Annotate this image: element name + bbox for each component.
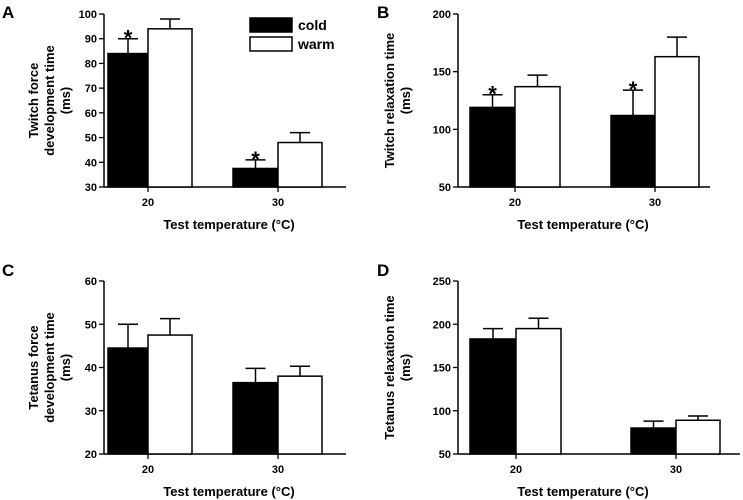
- panel-letter: C: [2, 261, 14, 280]
- bar-warm-20: [147, 334, 193, 455]
- y-tick-label: 20: [85, 449, 97, 461]
- y-tick-label: 200: [433, 9, 451, 21]
- y-tick-label: 50: [439, 182, 451, 194]
- x-tick-label: 30: [272, 464, 284, 476]
- y-tick-label: 30: [85, 182, 97, 194]
- legend: cold warm: [249, 17, 335, 52]
- legend-swatch-warm: [249, 36, 293, 52]
- y-axis-title-line: Twitch force: [26, 63, 41, 139]
- x-tick-label: 20: [142, 464, 154, 476]
- y-tick-label: 90: [85, 34, 97, 46]
- bar-cold-20: [107, 347, 149, 455]
- legend-label-cold: cold: [298, 17, 327, 33]
- legend-swatch-cold: [249, 17, 293, 33]
- bar-warm-30: [654, 55, 700, 188]
- bar-cold-20: [469, 106, 516, 188]
- panel-d: D 50 100 150 200 250 20 30 Test temperature (°C)…: [377, 261, 740, 499]
- y-tick-label: 80: [85, 58, 97, 70]
- y-tick-label: 40: [85, 157, 97, 169]
- bar-cold-30: [630, 427, 677, 455]
- bar-warm-20: [515, 327, 562, 455]
- significance-star: *: [251, 147, 260, 172]
- bar-cold-30: [232, 381, 279, 455]
- y-tick-label: 100: [433, 124, 451, 136]
- y-tick-label: 50: [439, 449, 451, 461]
- panel-letter: A: [2, 3, 14, 22]
- bar-warm-30: [277, 141, 323, 188]
- y-axis-title-line: (ms): [58, 87, 73, 114]
- y-tick-label: 100: [79, 9, 97, 21]
- y-axis-title-line: (ms): [398, 87, 413, 114]
- y-tick-label: 50: [85, 319, 97, 331]
- y-tick-label: 70: [85, 83, 97, 95]
- significance-star: *: [488, 82, 497, 107]
- panel-a: A 30 40 50 60 70 80 90 100 * 20 * 30 Test temperature…: [2, 3, 346, 232]
- y-tick-label: 40: [85, 363, 97, 375]
- x-axis-title: Test temperature (°C): [163, 217, 294, 232]
- x-tick-label: 30: [649, 197, 661, 209]
- x-axis-title: Test temperature (°C): [163, 484, 294, 499]
- y-tick-label: 60: [85, 276, 97, 288]
- bar-warm-20: [514, 85, 561, 188]
- bar-cold-20: [469, 338, 517, 455]
- panel-c: C 20 30 40 50 60 20 30 Test temperature (°C) Teta…: [2, 261, 346, 499]
- y-axis-title-line: Twitch relaxation time: [382, 33, 397, 169]
- x-tick-label: 20: [510, 464, 522, 476]
- x-tick-label: 20: [142, 197, 154, 209]
- y-axis-title: Tetanus forcedevelopment time(ms): [26, 312, 73, 423]
- y-axis-title: Twitch relaxation time(ms): [382, 33, 413, 169]
- y-axis-title: Twitch forcedevelopment time(ms): [26, 45, 73, 156]
- y-axis-title-line: (ms): [398, 354, 413, 381]
- y-tick-label: 30: [85, 406, 97, 418]
- x-tick-label: 20: [509, 197, 521, 209]
- y-axis-title: Tetanus relaxation time(ms): [382, 295, 413, 439]
- y-tick-label: 50: [85, 133, 97, 145]
- x-tick-label: 30: [272, 197, 284, 209]
- bar-cold-30: [610, 114, 656, 188]
- y-tick-label: 200: [433, 319, 451, 331]
- y-axis-title-line: Tetanus relaxation time: [382, 295, 397, 439]
- bar-warm-30: [277, 375, 323, 455]
- y-axis-title-line: development time: [42, 312, 57, 423]
- bar-warm-20: [147, 28, 193, 188]
- y-tick-label: 250: [433, 276, 451, 288]
- legend-label-warm: warm: [297, 36, 335, 52]
- x-axis-title: Test temperature (°C): [517, 217, 648, 232]
- bar-warm-30: [675, 419, 721, 455]
- y-tick-label: 100: [433, 406, 451, 418]
- y-axis-title-line: (ms): [58, 354, 73, 381]
- significance-star: *: [629, 77, 638, 102]
- x-axis-title: Test temperature (°C): [517, 484, 648, 499]
- y-tick-label: 150: [433, 363, 451, 375]
- y-axis-title-line: Tetanus force: [26, 325, 41, 409]
- x-tick-label: 30: [670, 464, 682, 476]
- panel-letter: B: [377, 3, 389, 22]
- y-tick-label: 150: [433, 67, 451, 79]
- significance-star: *: [124, 26, 133, 51]
- y-tick-label: 60: [85, 108, 97, 120]
- y-axis-title-line: development time: [42, 45, 57, 156]
- bar-cold-20: [107, 52, 149, 188]
- panel-letter: D: [377, 261, 389, 280]
